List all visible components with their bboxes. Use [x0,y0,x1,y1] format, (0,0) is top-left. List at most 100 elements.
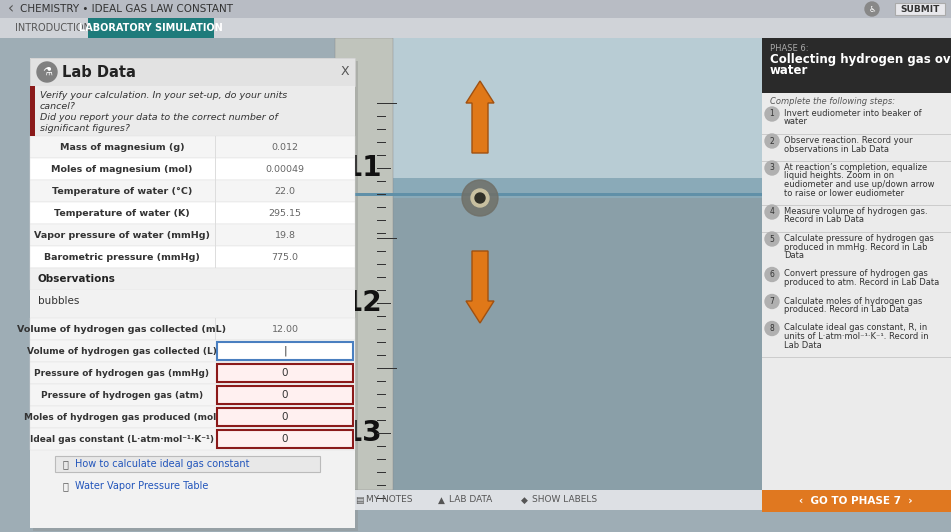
Text: cancel?: cancel? [40,102,76,111]
Bar [0,0,951,18]
Text: Calculate ideal gas constant, R, in: Calculate ideal gas constant, R, in [784,323,927,332]
FancyArrow shape [466,251,494,323]
Text: 🏷: 🏷 [63,481,72,491]
Bar [30,136,355,158]
Text: Vapor pressure of water (mmHg): Vapor pressure of water (mmHg) [34,230,210,239]
Text: Complete the following steps:: Complete the following steps: [770,97,895,106]
Bar [30,224,355,246]
Text: produced. Record in Lab Data: produced. Record in Lab Data [784,305,909,314]
Text: Observations: Observations [38,274,116,284]
Bar [377,290,386,291]
Text: |: | [283,346,287,356]
Bar [335,490,775,510]
Bar [377,155,386,156]
Text: 0: 0 [281,390,288,400]
Bar [377,233,386,234]
Text: 295.15: 295.15 [268,209,301,218]
Text: Measure volume of hydrogen gas.: Measure volume of hydrogen gas. [784,207,927,216]
Bar [335,178,775,198]
Bar [217,408,353,426]
Text: Lab Data: Lab Data [62,65,136,80]
Text: PHASE 6:: PHASE 6: [770,44,808,53]
Bar [377,251,386,252]
Text: MY NOTES: MY NOTES [366,495,413,504]
Text: Temperature of water (°C): Temperature of water (°C) [51,187,192,195]
Text: Pressure of hydrogen gas (atm): Pressure of hydrogen gas (atm) [41,390,204,400]
Bar [335,193,775,196]
Circle shape [865,2,879,16]
Bar [377,498,386,499]
Text: CHEMISTRY • IDEAL GAS LAW CONSTANT: CHEMISTRY • IDEAL GAS LAW CONSTANT [20,4,233,14]
Bar [30,362,355,384]
Bar [30,180,355,202]
Text: produced to atm. Record in Lab Data: produced to atm. Record in Lab Data [784,278,940,287]
Bar [377,485,386,486]
Text: Invert eudiometer into beaker of: Invert eudiometer into beaker of [784,109,922,118]
Bar [30,406,355,428]
Text: LABORATORY SIMULATION: LABORATORY SIMULATION [79,23,223,33]
Circle shape [765,295,779,309]
Text: How to calculate ideal gas constant: How to calculate ideal gas constant [75,459,249,469]
Text: 5: 5 [769,235,774,244]
Text: to raise or lower eudiometer: to raise or lower eudiometer [784,188,904,197]
Bar [377,194,386,195]
Text: ◆: ◆ [521,495,528,504]
Text: 1: 1 [769,110,774,119]
FancyArrow shape [466,81,494,153]
Text: 0.00049: 0.00049 [265,164,304,173]
Bar [217,386,353,404]
Text: ‹  GO TO PHASE 7  ›: ‹ GO TO PHASE 7 › [799,496,913,506]
Text: Barometric pressure (mmHg): Barometric pressure (mmHg) [44,253,200,262]
Text: observations in Lab Data: observations in Lab Data [784,145,889,154]
Bar [377,342,386,343]
Circle shape [765,205,779,219]
Bar [30,340,355,362]
Bar [377,220,386,221]
Bar [377,394,386,395]
Text: ‹: ‹ [8,2,14,16]
Text: X: X [341,65,350,78]
Text: ♿: ♿ [868,4,876,13]
Text: 12.00: 12.00 [271,325,299,334]
Bar [30,268,355,290]
Circle shape [462,180,498,216]
Text: SUBMIT: SUBMIT [901,4,940,13]
Bar [377,433,391,434]
Text: Lab Data: Lab Data [784,340,822,350]
Bar [335,38,393,490]
Text: Observe reaction. Record your: Observe reaction. Record your [784,136,913,145]
Text: Calculate pressure of hydrogen gas: Calculate pressure of hydrogen gas [784,234,934,243]
Bar [335,38,393,490]
Bar [30,318,355,340]
Text: Calculate moles of hydrogen gas: Calculate moles of hydrogen gas [784,296,922,305]
Text: 7: 7 [769,297,774,306]
Bar [377,181,386,182]
Text: 0: 0 [281,368,288,378]
Bar [377,446,386,447]
Circle shape [765,232,779,246]
Bar [88,18,214,38]
Circle shape [765,321,779,336]
Text: Volume of hydrogen gas collected (mL): Volume of hydrogen gas collected (mL) [17,325,226,334]
Text: produced in mmHg. Record in Lab: produced in mmHg. Record in Lab [784,243,927,252]
Bar [377,238,397,239]
Text: LAB DATA: LAB DATA [449,495,493,504]
Text: Moles of magnesium (mol): Moles of magnesium (mol) [51,164,193,173]
Bar [762,490,951,512]
Text: ⚗: ⚗ [42,67,52,77]
Text: Volume of hydrogen gas collected (L): Volume of hydrogen gas collected (L) [27,346,217,355]
Circle shape [475,193,485,203]
Circle shape [765,107,779,121]
Text: 0: 0 [281,412,288,422]
Text: Pressure of hydrogen gas (mmHg): Pressure of hydrogen gas (mmHg) [34,369,209,378]
Circle shape [765,161,779,175]
Bar [30,384,355,406]
Bar [30,158,355,180]
Text: 19.8: 19.8 [275,230,296,239]
Circle shape [37,62,57,82]
Bar [762,38,951,93]
Bar [30,58,355,528]
Bar [377,168,391,169]
Text: bubbles: bubbles [38,296,79,306]
Text: Ideal gas constant (L·atm·mol⁻¹·K⁻¹): Ideal gas constant (L·atm·mol⁻¹·K⁻¹) [30,435,214,444]
